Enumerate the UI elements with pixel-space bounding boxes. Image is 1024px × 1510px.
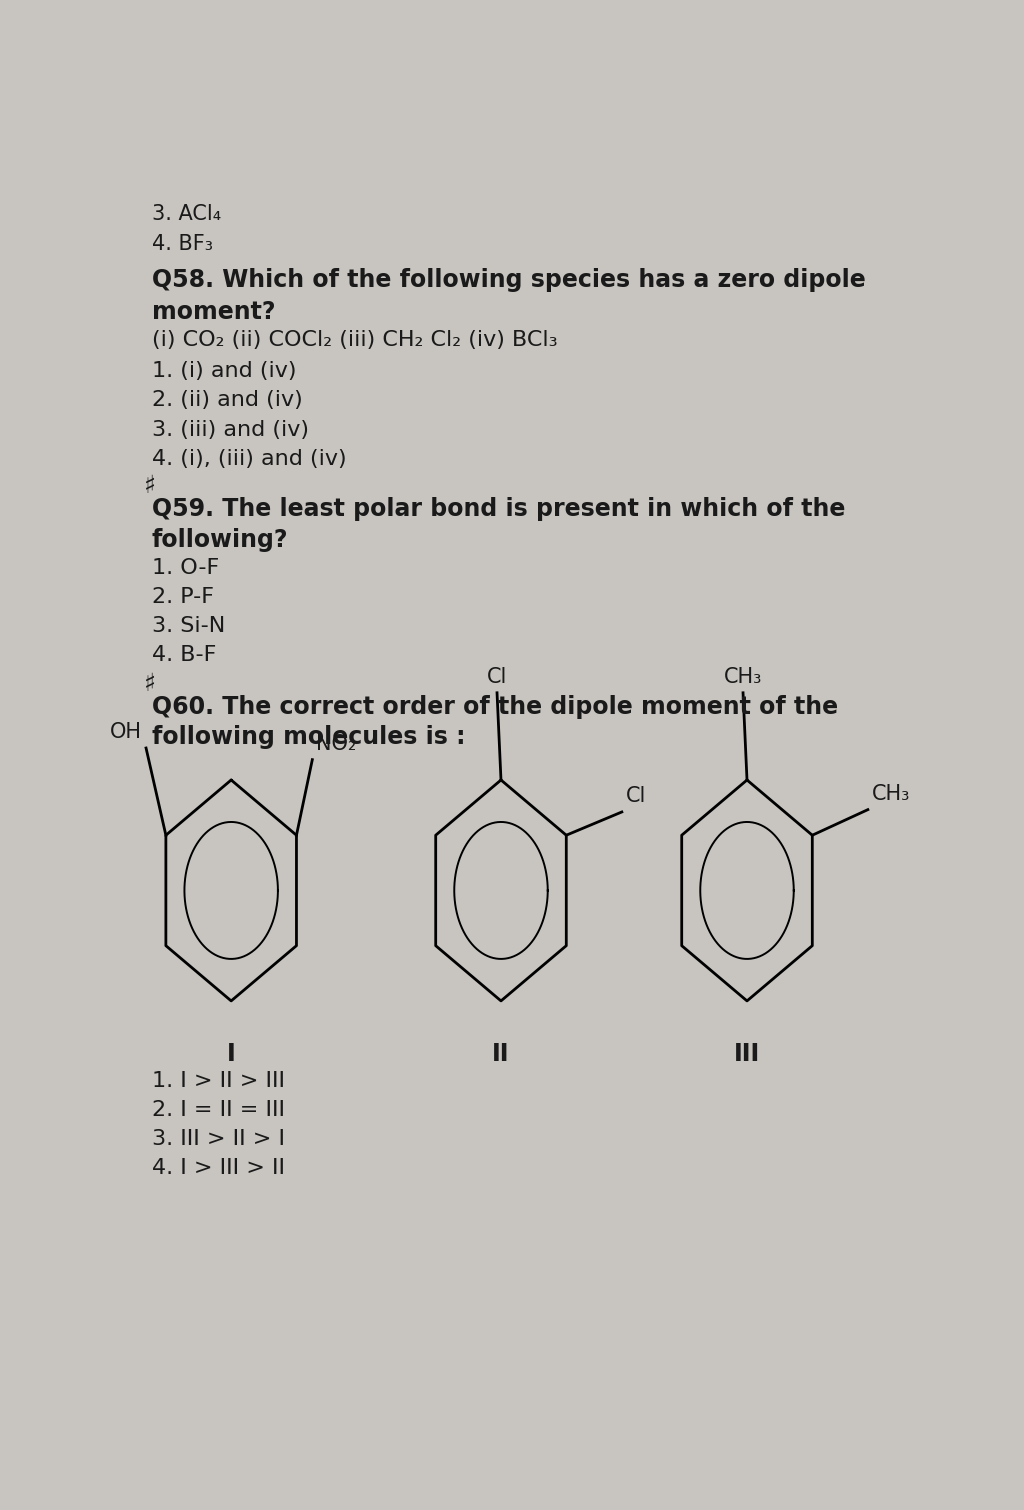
Text: 4. (i), (iii) and (iv): 4. (i), (iii) and (iv) [152, 448, 346, 468]
Text: 4. I > III > II: 4. I > III > II [152, 1158, 285, 1178]
Text: II: II [493, 1042, 510, 1066]
Text: III: III [734, 1042, 760, 1066]
Text: 2. (ii) and (iv): 2. (ii) and (iv) [152, 391, 302, 411]
Text: 1. (i) and (iv): 1. (i) and (iv) [152, 361, 296, 382]
Text: 1. O-F: 1. O-F [152, 557, 219, 578]
Text: 3. ACl₄: 3. ACl₄ [152, 204, 221, 225]
Text: 2. I = II = III: 2. I = II = III [152, 1099, 285, 1120]
Text: Q59. The least polar bond is present in which of the: Q59. The least polar bond is present in … [152, 497, 845, 521]
Text: following?: following? [152, 527, 289, 551]
Text: (i) CO₂ (ii) COCl₂ (iii) CH₂ Cl₂ (iv) BCl₃: (i) CO₂ (ii) COCl₂ (iii) CH₂ Cl₂ (iv) BC… [152, 331, 557, 350]
Text: ♯: ♯ [143, 474, 156, 498]
Text: 4. B-F: 4. B-F [152, 645, 216, 664]
Text: following molecules is :: following molecules is : [152, 725, 465, 749]
Text: Cl: Cl [486, 667, 507, 687]
Text: 4. BF₃: 4. BF₃ [152, 234, 213, 254]
Text: 1. I > II > III: 1. I > II > III [152, 1071, 285, 1090]
Text: 2. P-F: 2. P-F [152, 587, 214, 607]
Text: OH: OH [110, 722, 142, 743]
Text: 3. III > II > I: 3. III > II > I [152, 1129, 285, 1149]
Text: Q58. Which of the following species has a zero dipole: Q58. Which of the following species has … [152, 269, 865, 293]
Text: CH₃: CH₃ [871, 784, 910, 803]
Text: 3. Si-N: 3. Si-N [152, 616, 225, 636]
Text: Q60. The correct order of the dipole moment of the: Q60. The correct order of the dipole mom… [152, 695, 838, 719]
Text: 3. (iii) and (iv): 3. (iii) and (iv) [152, 420, 309, 439]
Text: I: I [226, 1042, 236, 1066]
Text: Cl: Cl [626, 787, 646, 806]
Text: CH₃: CH₃ [724, 667, 762, 687]
Text: moment?: moment? [152, 300, 275, 323]
Text: NO₂: NO₂ [316, 734, 356, 753]
Text: ♯: ♯ [143, 672, 156, 696]
